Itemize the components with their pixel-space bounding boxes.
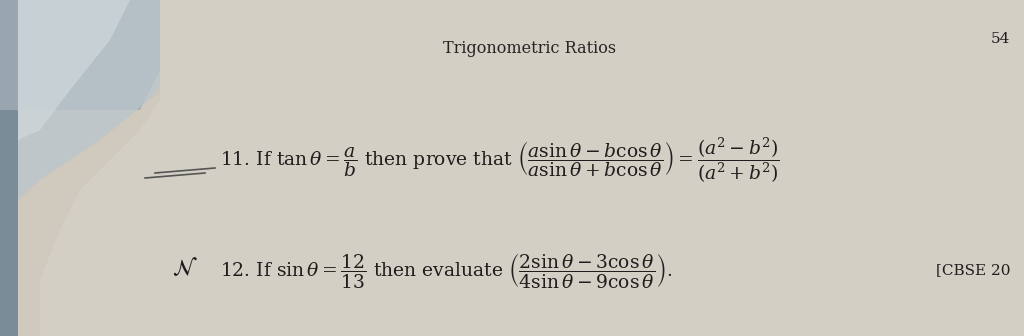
Text: 11. If $\tan\theta = \dfrac{a}{b}$ then prove that $\left(\dfrac{a\sin\theta - b: 11. If $\tan\theta = \dfrac{a}{b}$ then …	[220, 135, 779, 185]
Polygon shape	[18, 0, 130, 140]
Polygon shape	[0, 0, 18, 336]
Text: $\mathcal{N}$: $\mathcal{N}$	[172, 257, 198, 280]
Text: 12. If $\sin\theta = \dfrac{12}{13}$ then evaluate $\left(\dfrac{2\sin\theta - 3: 12. If $\sin\theta = \dfrac{12}{13}$ the…	[220, 251, 673, 290]
Text: Trigonometric Ratios: Trigonometric Ratios	[443, 40, 616, 57]
Text: [CBSE 20: [CBSE 20	[936, 263, 1010, 277]
Text: 54: 54	[990, 32, 1010, 46]
Polygon shape	[0, 0, 1024, 28]
Polygon shape	[18, 95, 1024, 336]
Polygon shape	[18, 0, 195, 200]
Polygon shape	[40, 0, 1024, 336]
Polygon shape	[0, 0, 195, 110]
